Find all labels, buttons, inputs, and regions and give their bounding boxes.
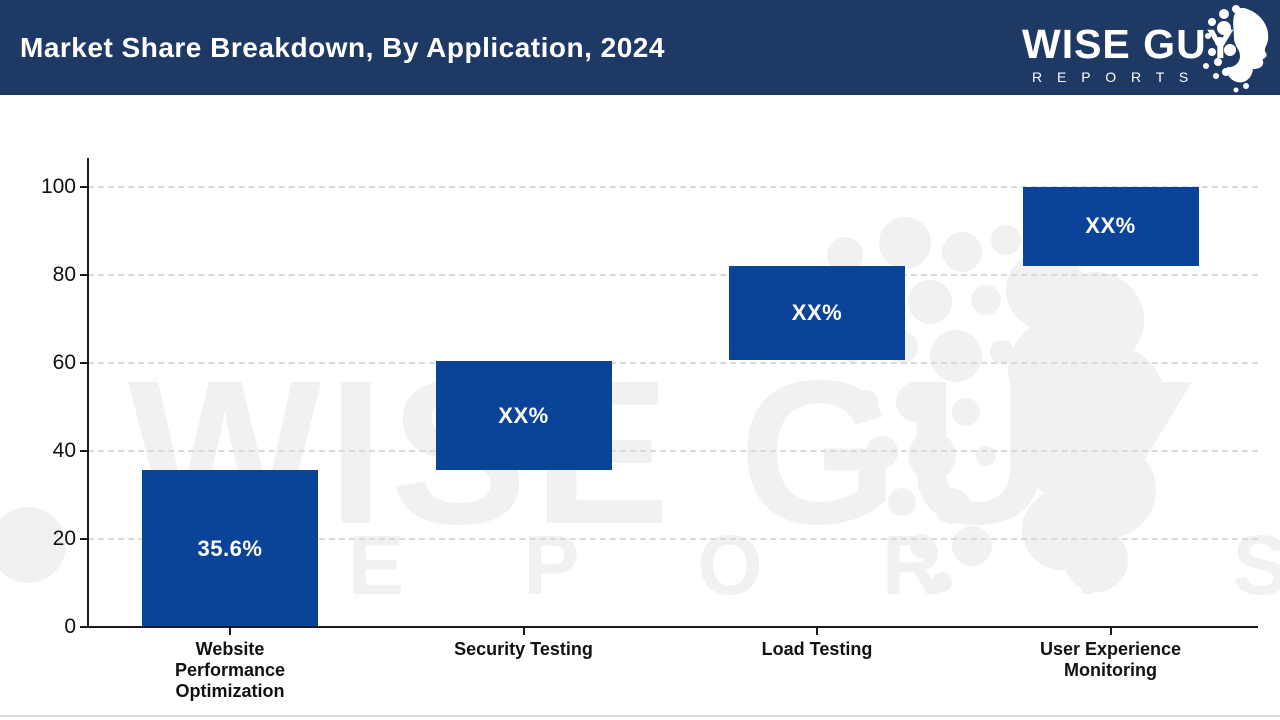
logo-brand-text: WISE GUY [1022, 21, 1235, 67]
y-tick-mark-20 [80, 538, 88, 540]
gridline-60 [88, 362, 1258, 364]
x-axis-line [87, 626, 1258, 628]
gridline-80 [88, 274, 1258, 276]
header-bar: Market Share Breakdown, By Application, … [0, 0, 1280, 95]
x-category-label: User Experience Monitoring [1039, 639, 1182, 680]
x-tick-mark [229, 628, 231, 635]
y-tick-label-0: 0 [64, 615, 76, 638]
bottom-hairline [0, 715, 1280, 717]
y-tick-mark-80 [80, 274, 88, 276]
y-axis-line [87, 158, 89, 628]
bar-value-label: XX% [1085, 213, 1136, 239]
bar-segment: XX% [1022, 187, 1199, 266]
x-tick-mark [1109, 628, 1112, 635]
x-tick-mark [522, 628, 525, 635]
y-tick-mark-60 [80, 362, 88, 364]
bar-value-label: 35.6% [197, 535, 263, 561]
logo-sub-text: R E P O R T S [1032, 69, 1194, 85]
gridline-100 [88, 186, 1258, 188]
gridline-20 [88, 538, 1258, 540]
y-tick-label-20: 20 [52, 527, 76, 550]
y-tick-mark-40 [80, 450, 88, 452]
x-tick-mark [816, 628, 818, 635]
x-category-label: Website Performance Optimization [174, 639, 286, 701]
wise-guy-reports-logo: WISE GUY R E P O R T S [1022, 5, 1269, 93]
y-tick-label-80: 80 [52, 263, 76, 286]
bar-segment: XX% [729, 265, 905, 360]
x-category-label: Security Testing [454, 639, 593, 659]
gridline-40 [88, 450, 1258, 452]
y-tick-label-100: 100 [40, 175, 76, 198]
x-category-label: Load Testing [761, 639, 873, 659]
bar-segment: 35.6% [142, 470, 318, 627]
y-tick-mark-0 [80, 626, 88, 628]
y-tick-label-40: 40 [52, 439, 76, 462]
bar-segment: XX% [435, 360, 612, 471]
bar-value-label: XX% [791, 299, 843, 325]
logo-face-icon [1203, 5, 1269, 93]
y-tick-label-60: 60 [52, 351, 76, 374]
y-tick-mark-100 [80, 186, 88, 188]
bar-value-label: XX% [498, 402, 549, 428]
chart-title: Market Share Breakdown, By Application, … [20, 31, 665, 63]
